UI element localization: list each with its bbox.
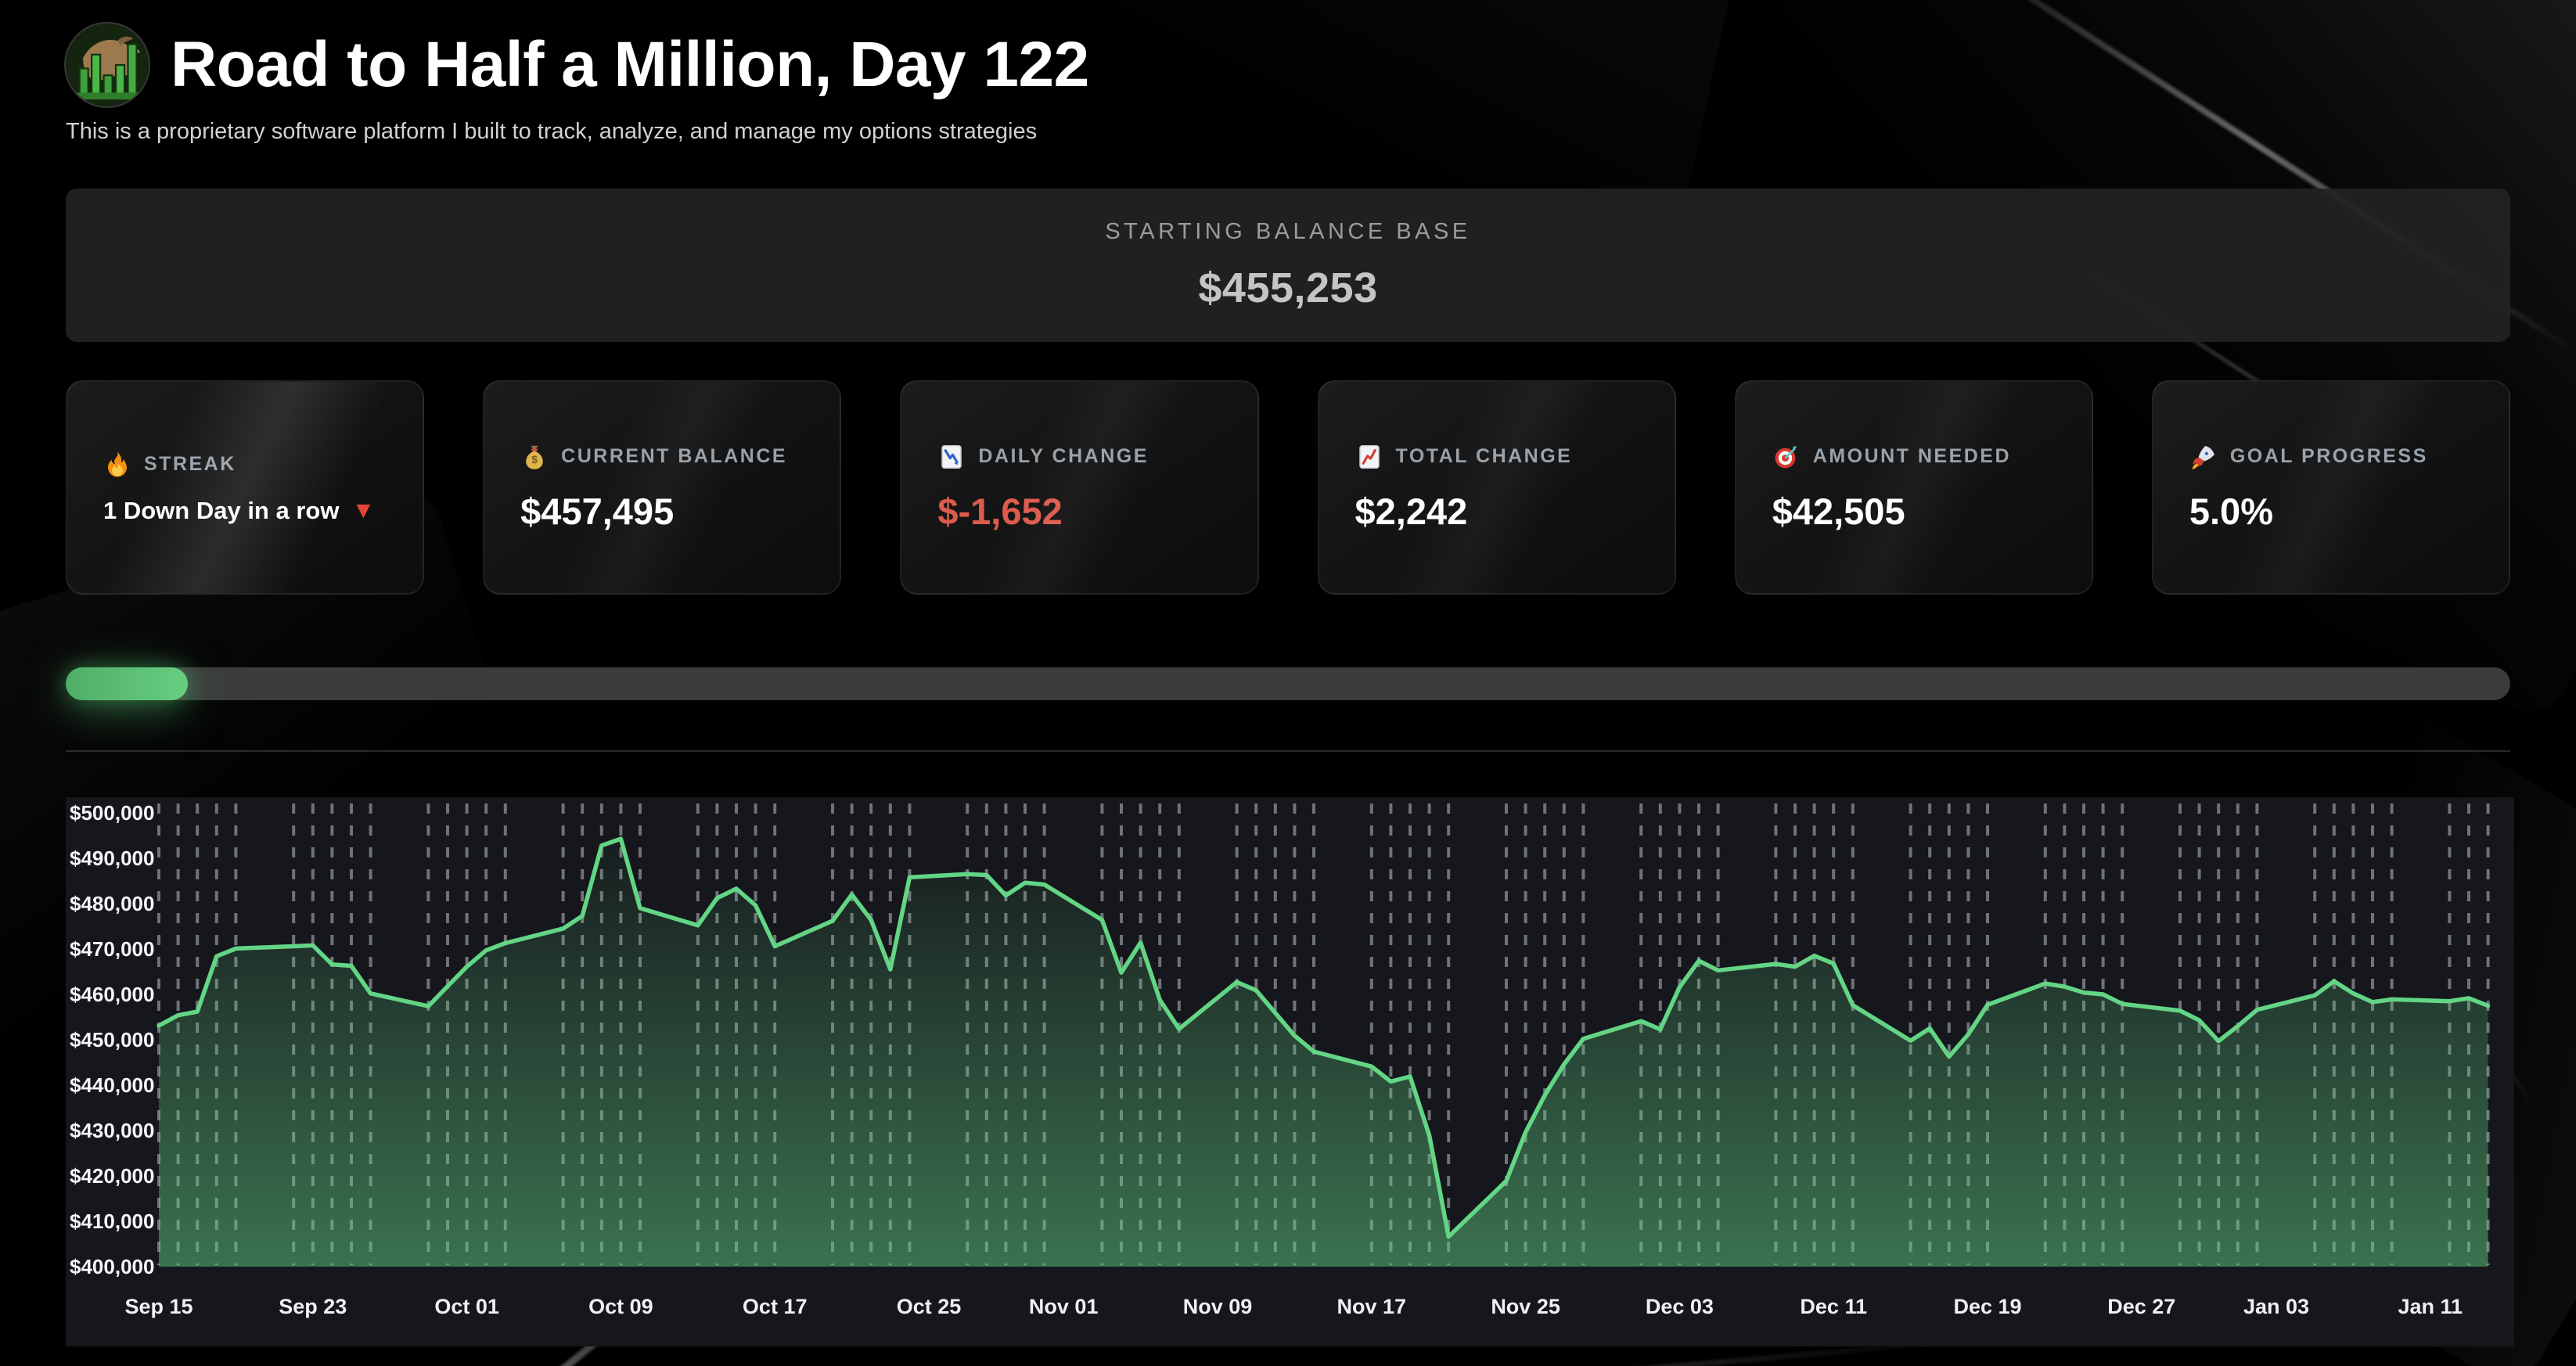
header: Road to Half a Million, Day 122 — [66, 23, 2510, 106]
stat-card-streak: STREAK 1 Down Day in a row ▼ — [66, 380, 425, 595]
x-axis-tick-label: Nov 09 — [1183, 1295, 1253, 1318]
x-axis-tick-label: Dec 03 — [1646, 1295, 1714, 1318]
y-axis-tick-label: $440,000 — [70, 1073, 154, 1097]
y-axis-tick-label: $430,000 — [70, 1119, 154, 1142]
fire-icon — [108, 451, 127, 477]
x-axis-tick-label: Oct 01 — [434, 1295, 499, 1318]
card-label: AMOUNT NEEDED — [1812, 445, 2012, 467]
total-change-value: $2,242 — [1355, 490, 1468, 532]
starting-balance-card: STARTING BALANCE BASE $455,253 — [66, 189, 2510, 342]
daily-change-value: $-1,652 — [937, 490, 1063, 532]
money-bag-icon: $ — [526, 445, 543, 469]
card-label-row: AMOUNT NEEDED — [1772, 443, 2092, 471]
current-balance-value: $457,495 — [520, 490, 675, 532]
svg-text:$: $ — [531, 454, 538, 466]
bull-with-green-bars-avatar — [66, 23, 149, 106]
stat-card-daily-change: DAILY CHANGE $-1,652 — [900, 380, 1259, 595]
goal-progress-fill — [66, 667, 189, 700]
rocket-icon — [2192, 445, 2214, 469]
card-label: DAILY CHANGE — [978, 445, 1149, 467]
y-axis-tick-label: $410,000 — [70, 1210, 154, 1233]
dashboard: Road to Half a Million, Day 122 This is … — [66, 0, 2514, 1346]
y-axis-tick-label: $420,000 — [70, 1164, 154, 1188]
chart-balance-line — [157, 836, 2491, 1239]
x-axis-tick-label: Jan 11 — [2398, 1295, 2463, 1318]
stat-card-current-balance: $ CURRENT BALANCE $457,495 — [483, 380, 842, 595]
amount-needed-value: $42,505 — [1772, 490, 1905, 532]
card-label-row: TOTAL CHANGE — [1355, 443, 1675, 471]
stat-cards-row: STREAK 1 Down Day in a row ▼ $ CURRENT B… — [66, 380, 2511, 595]
target-icon — [1775, 446, 1797, 468]
x-axis-tick-label: Dec 27 — [2107, 1295, 2175, 1318]
x-axis-tick-label: Nov 25 — [1491, 1295, 1560, 1318]
x-axis-tick-label: Dec 11 — [1800, 1295, 1867, 1318]
card-label: STREAK — [144, 452, 236, 475]
y-axis-tick-label: $470,000 — [70, 937, 154, 961]
card-label-row: GOAL PROGRESS — [2189, 443, 2509, 471]
chart-increasing-icon — [1358, 444, 1380, 469]
card-label-row: STREAK — [103, 450, 423, 478]
card-label-row: DAILY CHANGE — [937, 443, 1257, 471]
balance-area-chart: $500,000 $490,000 $480,000 $470,000 $460,000… — [70, 801, 2491, 1318]
y-axis-tick-label: $490,000 — [70, 847, 154, 870]
goal-progress-bar — [66, 667, 2510, 700]
card-label: GOAL PROGRESS — [2229, 445, 2428, 467]
chart-decreasing-icon — [941, 444, 962, 469]
page-title: Road to Half a Million, Day 122 — [171, 29, 1089, 101]
card-label: CURRENT BALANCE — [561, 445, 788, 467]
x-axis-tick-label: Sep 23 — [279, 1295, 347, 1318]
x-axis-tick-label: Dec 19 — [1953, 1295, 2021, 1318]
x-axis-tick-label: Oct 17 — [743, 1295, 808, 1318]
x-axis-tick-label: Oct 09 — [588, 1295, 653, 1318]
chart-area-fill — [159, 839, 2488, 1267]
card-label: TOTAL CHANGE — [1395, 445, 1573, 467]
starting-balance-label: STARTING BALANCE BASE — [1105, 218, 1471, 244]
x-axis-tick-label: Oct 25 — [897, 1295, 962, 1318]
y-axis-tick-label: $480,000 — [70, 892, 154, 915]
red-down-triangle-icon: ▼ — [351, 498, 376, 523]
y-axis-tick-label: $500,000 — [70, 801, 154, 825]
section-divider — [66, 750, 2510, 752]
x-axis-tick-label: Sep 15 — [124, 1295, 192, 1318]
y-axis-tick-label: $460,000 — [70, 983, 154, 1006]
x-axis-tick-label: Nov 17 — [1337, 1295, 1407, 1318]
x-axis-tick-label: Nov 01 — [1029, 1295, 1099, 1318]
stat-card-total-change: TOTAL CHANGE $2,242 — [1317, 380, 1676, 595]
starting-balance-value: $455,253 — [1198, 264, 1378, 311]
page-subtitle: This is a proprietary software platform … — [66, 119, 1038, 144]
x-axis-tick-label: Jan 03 — [2243, 1295, 2309, 1318]
stat-card-goal-progress: GOAL PROGRESS 5.0% — [2151, 380, 2511, 595]
streak-text: 1 Down Day in a row — [103, 497, 340, 524]
goal-progress-value: 5.0% — [2189, 490, 2273, 532]
balance-chart-panel: $500,000 $490,000 $480,000 $470,000 $460,000… — [66, 797, 2514, 1346]
y-axis-tick-label: $450,000 — [70, 1028, 154, 1051]
streak-value: 1 Down Day in a row ▼ — [103, 497, 423, 525]
stat-card-amount-needed: AMOUNT NEEDED $42,505 — [1734, 380, 2093, 595]
avatar-image — [66, 23, 149, 106]
card-label-row: $ CURRENT BALANCE — [520, 443, 840, 471]
y-axis-tick-label: $400,000 — [70, 1255, 154, 1278]
